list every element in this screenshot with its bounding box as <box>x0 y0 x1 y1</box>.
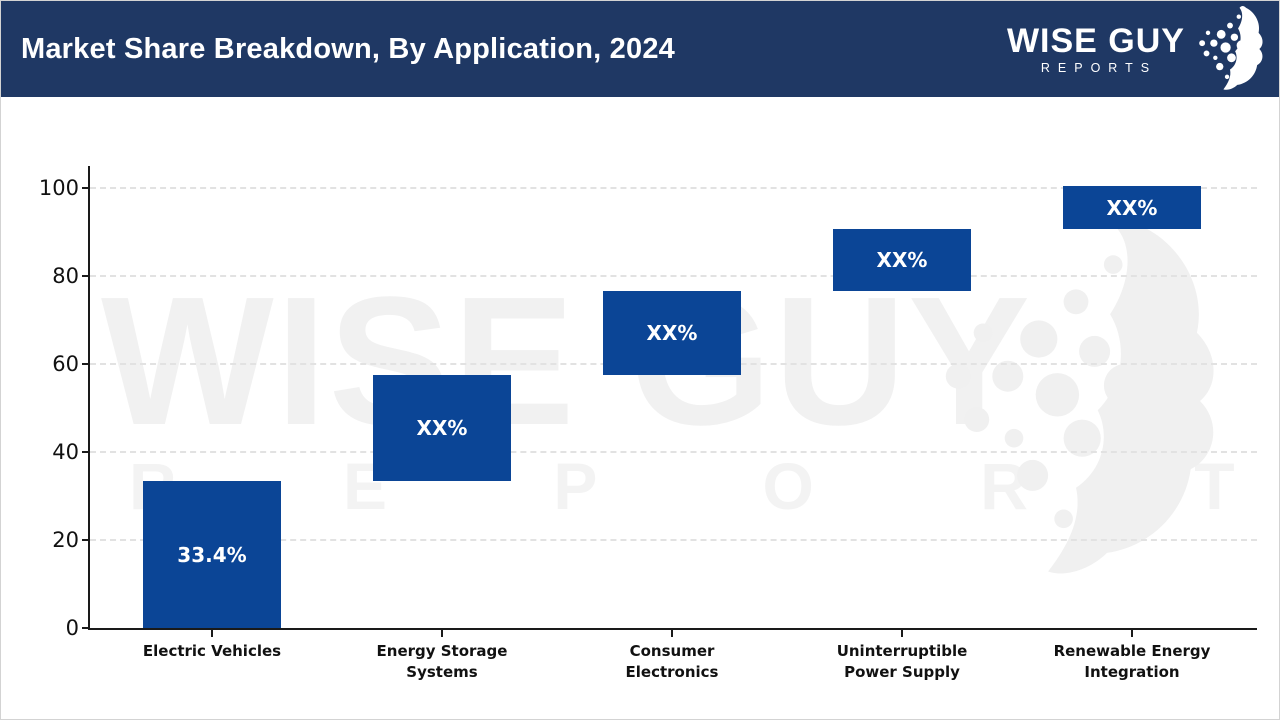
y-tick-label: 0 <box>65 616 79 640</box>
page-title: Market Share Breakdown, By Application, … <box>21 32 675 65</box>
y-tick-label: 60 <box>52 352 79 376</box>
x-tick-mark <box>671 630 673 637</box>
x-tick-mark <box>441 630 443 637</box>
x-category-label: Energy Storage Systems <box>327 641 557 683</box>
x-category-label: Electric Vehicles <box>97 641 327 662</box>
x-category-label-line: Electric Vehicles <box>142 642 282 660</box>
x-category-label: Consumer Electronics <box>557 641 787 683</box>
x-tick-mark <box>211 630 213 637</box>
y-tick-label: 20 <box>52 528 79 552</box>
bar <box>1063 186 1201 230</box>
x-tick-mark <box>1131 630 1133 637</box>
logo-subtitle: REPORTS <box>1040 60 1158 75</box>
x-category-label-line: Systems <box>406 663 478 681</box>
gridline <box>90 187 1257 189</box>
y-tick-mark <box>82 275 89 277</box>
x-category-label-line: Electronics <box>625 663 719 681</box>
y-tick-mark <box>82 187 89 189</box>
wise-guy-logo: WISE GUY REPORTS <box>1007 1 1273 97</box>
y-axis-line <box>88 166 90 630</box>
dotted-face-icon <box>1199 5 1263 90</box>
bar <box>373 375 511 482</box>
x-category-label: Renewable Energy Integration <box>1017 641 1247 683</box>
bar-value-label: XX% <box>876 248 928 273</box>
watermark-wordmark: WISE GUY <box>101 258 1033 463</box>
x-tick-mark <box>901 630 903 637</box>
gridline <box>90 275 1257 277</box>
x-category-label-line: Consumer <box>629 642 715 660</box>
logo-text: WISE GUY REPORTS <box>1007 24 1185 75</box>
bar <box>603 291 741 375</box>
bar-value-label: XX% <box>1106 195 1158 220</box>
gridline <box>90 451 1257 453</box>
bar <box>143 481 281 628</box>
bar-value-label: XX% <box>646 321 698 346</box>
bar <box>833 229 971 292</box>
x-category-label-line: Integration <box>1084 663 1180 681</box>
logo-wordmark: WISE GUY <box>1006 21 1185 60</box>
y-tick-mark <box>82 539 89 541</box>
bar-value-label: XX% <box>416 416 468 441</box>
x-category-label-line: Renewable Energy <box>1053 642 1211 660</box>
y-tick-mark <box>82 627 89 629</box>
y-tick-label: 100 <box>38 176 79 200</box>
y-tick-mark <box>82 451 89 453</box>
x-category-label-line: Power Supply <box>844 663 960 681</box>
y-tick-label: 80 <box>52 264 79 288</box>
x-axis-line <box>88 628 1257 630</box>
gridline <box>90 539 1257 541</box>
x-category-label: Uninterruptible Power Supply <box>787 641 1017 683</box>
y-tick-label: 40 <box>52 440 79 464</box>
watermark-face-icon <box>945 219 1214 574</box>
x-category-label-line: Uninterruptible <box>836 642 968 660</box>
x-category-label-line: Energy Storage <box>376 642 508 660</box>
y-tick-mark <box>82 363 89 365</box>
bar-value-label: 33.4% <box>177 542 247 567</box>
header-bar: Market Share Breakdown, By Application, … <box>1 1 1279 97</box>
